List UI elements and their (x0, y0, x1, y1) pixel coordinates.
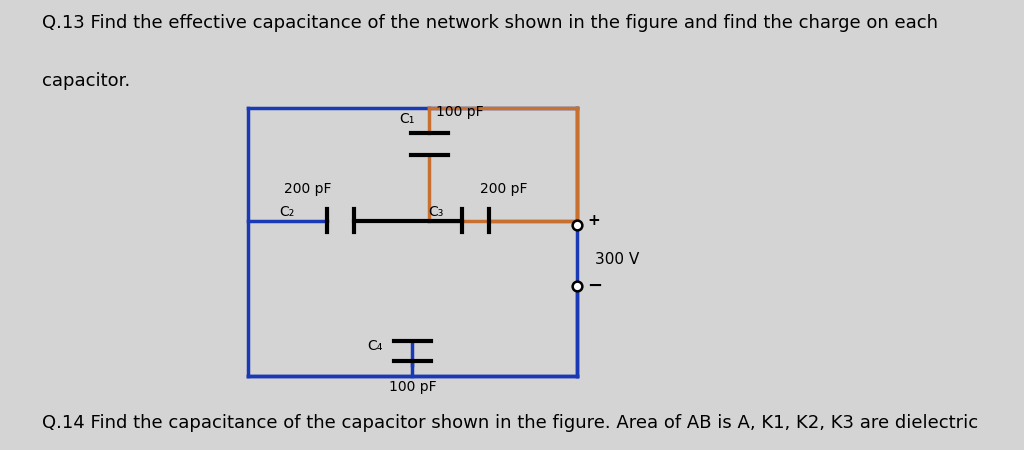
Text: −: − (588, 277, 603, 295)
Text: C₂: C₂ (280, 204, 295, 219)
Text: C₁: C₁ (398, 112, 414, 126)
Text: capacitor.: capacitor. (42, 72, 130, 90)
Text: +: + (588, 213, 600, 228)
Text: 200 pF: 200 pF (284, 182, 331, 196)
Text: Q.13 Find the effective capacitance of the network shown in the figure and find : Q.13 Find the effective capacitance of t… (42, 14, 938, 32)
Text: C₃: C₃ (428, 204, 443, 219)
Text: 100 pF: 100 pF (389, 380, 436, 394)
Text: 200 pF: 200 pF (480, 182, 527, 196)
Text: 100 pF: 100 pF (436, 104, 483, 119)
Text: C₄: C₄ (368, 339, 383, 354)
Text: 300 V: 300 V (595, 252, 639, 267)
Text: Q.14 Find the capacitance of the capacitor shown in the figure. Area of AB is A,: Q.14 Find the capacitance of the capacit… (42, 414, 978, 432)
